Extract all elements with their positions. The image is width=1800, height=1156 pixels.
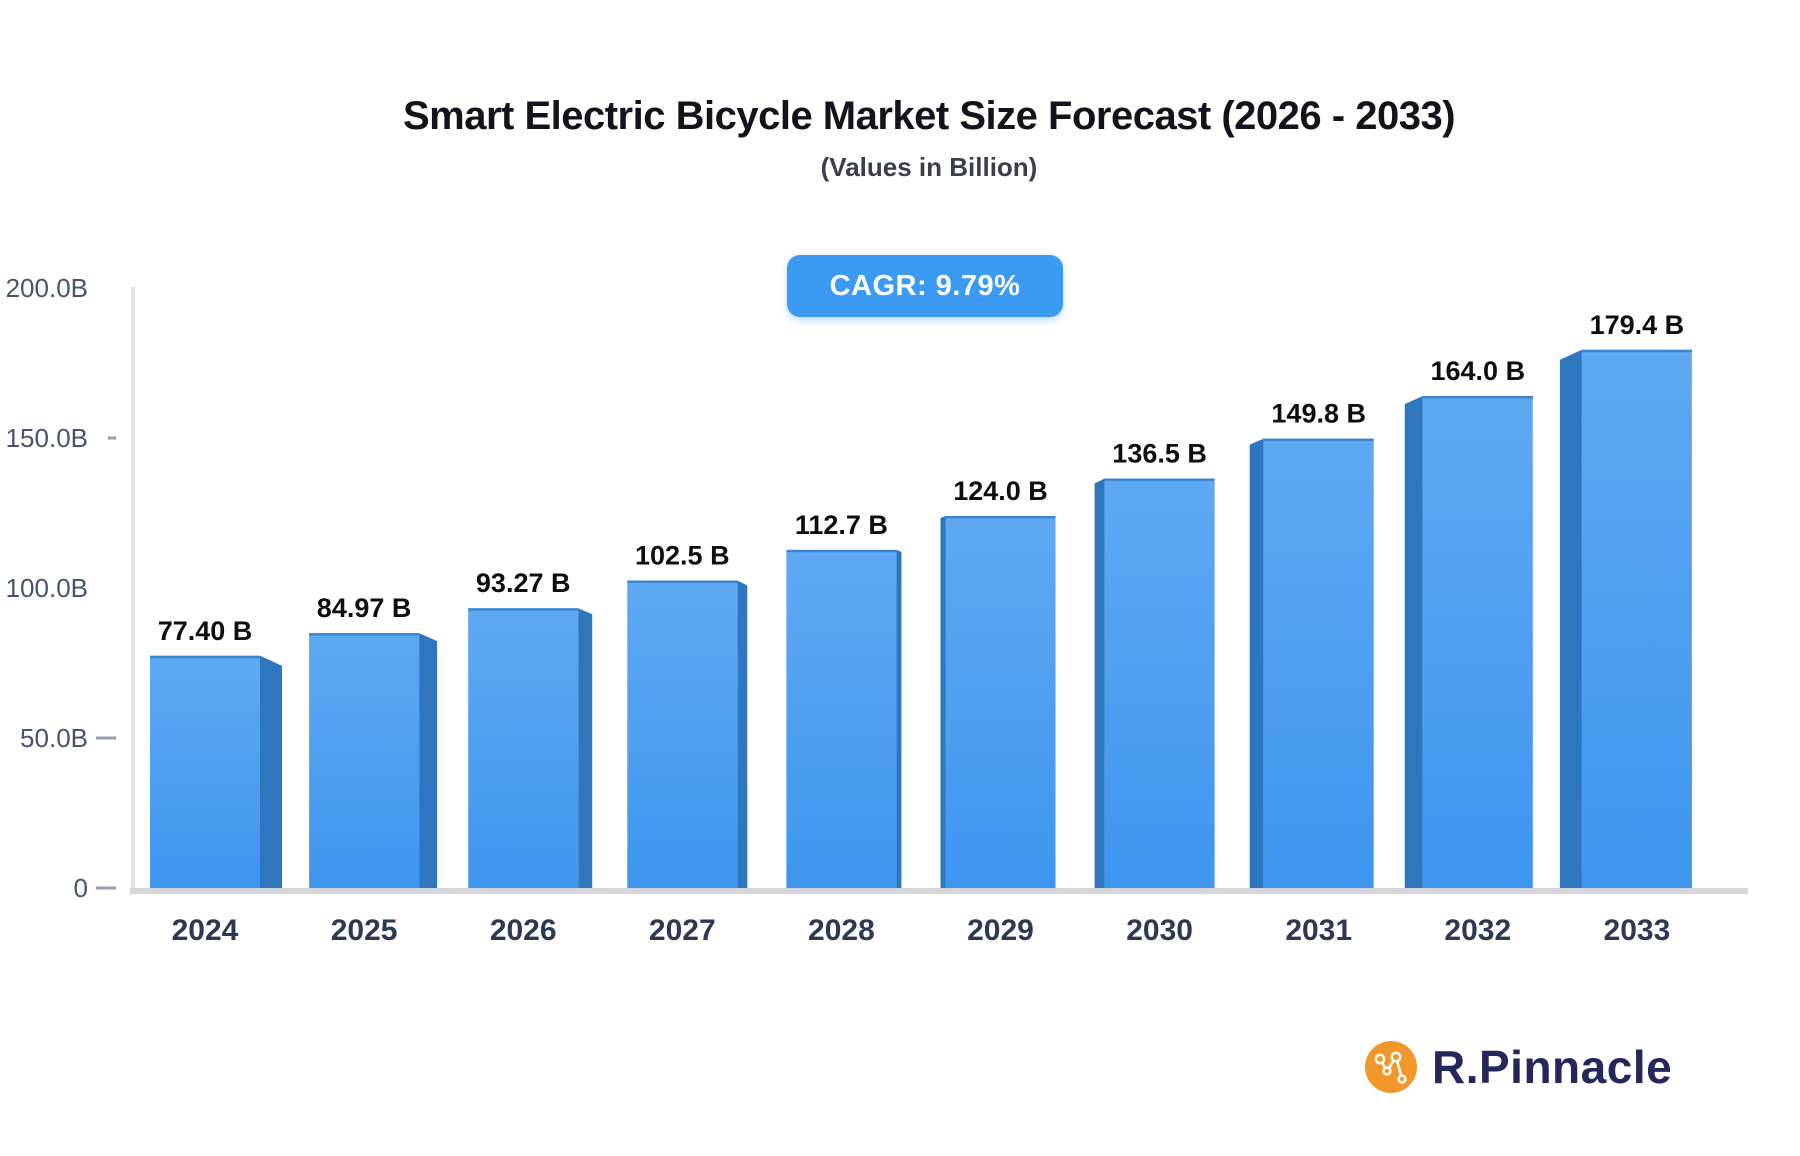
bar-side-face	[578, 608, 593, 888]
bar-2025: 84.97 B 2025	[309, 593, 438, 947]
cagr-badge-label: CAGR: 9.79%	[829, 269, 1021, 302]
bar-side-face	[896, 549, 902, 888]
bar-front-face	[309, 633, 420, 888]
bar-value-label: 136.5 B	[1112, 439, 1207, 469]
bar-value-label: 84.97 B	[317, 593, 412, 623]
bar-2028: 112.7 B 2028	[786, 510, 902, 947]
bar-side-face	[737, 580, 748, 888]
y-tick-label: 50.0B	[20, 723, 88, 753]
cagr-badge: CAGR: 9.79%	[787, 255, 1063, 317]
x-axis-label: 2029	[967, 914, 1034, 947]
brand-name: R.Pinnacle	[1432, 1041, 1673, 1093]
bar-front-face	[786, 549, 897, 888]
x-axis-label: 2032	[1444, 914, 1511, 947]
chart-subtitle: (Values in Billion)	[820, 152, 1038, 182]
bar-value-label: 93.27 B	[476, 568, 571, 598]
x-axis-label: 2028	[808, 914, 875, 947]
y-tick-mark	[108, 436, 116, 440]
bar-value-label: 149.8 B	[1271, 399, 1366, 429]
bar-value-label: 112.7 B	[795, 510, 888, 540]
bar-side-face	[1249, 438, 1264, 888]
y-tick-label: 0	[74, 873, 88, 903]
bar-side-face	[419, 633, 438, 888]
bar-2024: 77.40 B 2024	[150, 616, 282, 947]
bar-front-face	[1104, 478, 1215, 888]
y-tick-label: 100.0B	[6, 573, 88, 603]
bar-value-label: 124.0 B	[953, 476, 1048, 506]
bar-value-label: 179.4 B	[1590, 310, 1685, 340]
bar-side-face	[1094, 478, 1105, 888]
y-tick-label: 200.0B	[6, 273, 88, 303]
x-axis-label: 2031	[1285, 914, 1352, 947]
x-axis-label: 2030	[1126, 914, 1193, 947]
y-tick-mark	[96, 736, 116, 740]
bar-front-face	[1581, 349, 1692, 888]
bar-side-face	[1559, 349, 1582, 888]
x-axis-baseline	[130, 888, 1748, 894]
bar-front-face	[1422, 396, 1533, 888]
bar-value-label: 102.5 B	[635, 541, 730, 571]
bar-2026: 93.27 B 2026	[468, 568, 593, 947]
bar-2031: 149.8 B 2031	[1249, 399, 1374, 947]
bar-2032: 164.0 B 2032	[1404, 356, 1533, 947]
bar-front-face	[468, 608, 579, 888]
y-tick-mark	[96, 886, 116, 890]
network-nodes-icon	[1365, 1041, 1417, 1093]
bar-side-face	[940, 516, 946, 888]
x-axis-label: 2026	[490, 914, 557, 947]
bar-2029: 124.0 B 2029	[940, 476, 1056, 947]
brand-logo: R.Pinnacle	[1363, 1038, 1672, 1096]
bar-front-face	[627, 580, 738, 888]
y-axis-line	[131, 287, 135, 894]
bar-front-face	[1263, 438, 1374, 888]
bar-value-label: 164.0 B	[1431, 356, 1526, 386]
x-axis-label: 2033	[1604, 914, 1671, 947]
bar-side-face	[1404, 396, 1423, 888]
bar-2033: 179.4 B 2033	[1559, 310, 1692, 947]
x-axis-label: 2027	[649, 914, 716, 947]
bar-2027: 102.5 B 2027	[627, 541, 748, 947]
x-axis-label: 2024	[172, 914, 239, 947]
bar-front-face	[945, 516, 1056, 888]
chart-title: Smart Electric Bicycle Market Size Forec…	[402, 94, 1456, 138]
bar-side-face	[260, 655, 282, 888]
y-tick-label: 150.0B	[6, 423, 88, 453]
x-axis-label: 2025	[331, 914, 398, 947]
bar-front-face	[150, 655, 260, 888]
bar-value-label: 77.40 B	[158, 616, 253, 646]
bar-2030: 136.5 B 2030	[1094, 439, 1215, 947]
